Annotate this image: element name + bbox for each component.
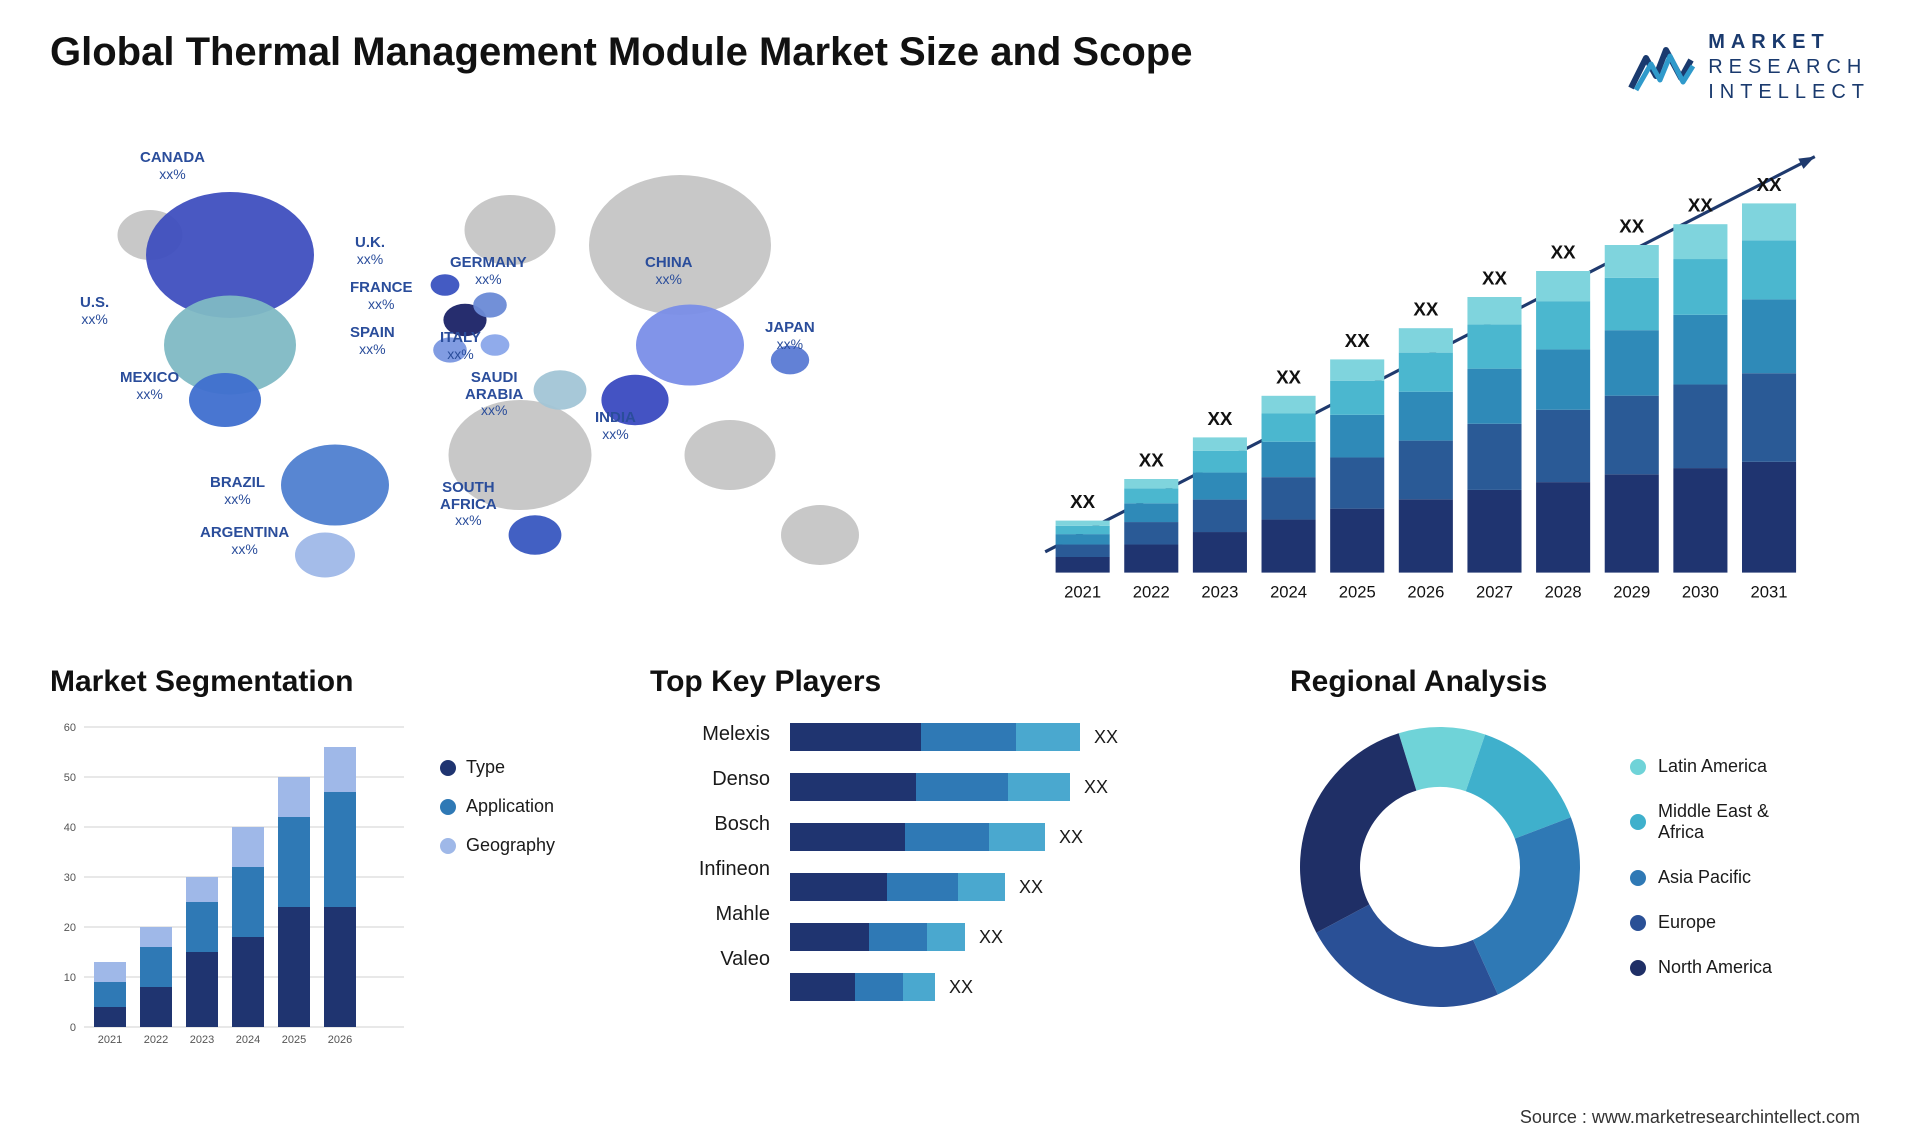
svg-text:2026: 2026 (1407, 583, 1444, 602)
svg-text:2031: 2031 (1751, 583, 1788, 602)
map-label: SOUTHAFRICAxx% (440, 480, 497, 530)
svg-text:2030: 2030 (1682, 583, 1719, 602)
svg-text:XX: XX (1619, 216, 1644, 237)
svg-text:XX: XX (1551, 242, 1576, 263)
map-label: GERMANYxx% (450, 255, 527, 288)
svg-text:XX: XX (1276, 366, 1301, 387)
svg-text:2028: 2028 (1545, 583, 1582, 602)
svg-text:2022: 2022 (144, 1034, 168, 1046)
svg-text:2021: 2021 (1064, 583, 1101, 602)
map-label: SAUDIARABIAxx% (465, 370, 523, 420)
logo-mark-icon (1626, 38, 1696, 98)
player-label: Denso (712, 768, 770, 791)
regional-panel: Regional Analysis Latin America Middle Ea… (1290, 665, 1870, 1085)
svg-text:2023: 2023 (1201, 583, 1238, 602)
legend-item: North America (1630, 957, 1818, 978)
svg-text:60: 60 (64, 722, 76, 734)
map-label: INDIAxx% (595, 410, 636, 443)
legend-item: Middle East & Africa (1630, 801, 1818, 843)
player-bar-row: XX (790, 923, 1250, 951)
svg-text:XX: XX (1070, 491, 1095, 512)
segmentation-panel: Market Segmentation 0 10 20 30 40 50 60 2021 202… (50, 665, 610, 1085)
svg-text:30: 30 (64, 872, 76, 884)
legend-item: Application (440, 796, 555, 817)
map-label: CHINAxx% (645, 255, 693, 288)
legend-item: Europe (1630, 912, 1818, 933)
svg-text:2022: 2022 (1133, 583, 1170, 602)
legend-item: Type (440, 757, 555, 778)
svg-text:XX: XX (1757, 174, 1782, 195)
legend-item: Asia Pacific (1630, 867, 1818, 888)
svg-text:2024: 2024 (236, 1034, 260, 1046)
player-label: Bosch (714, 813, 770, 836)
legend-item: Latin America (1630, 756, 1818, 777)
svg-text:10: 10 (64, 972, 76, 984)
regional-legend: Latin America Middle East & Africa Asia Pa… (1630, 756, 1818, 978)
player-bar-row: XX (790, 823, 1250, 851)
player-label: Valeo (720, 948, 770, 971)
players-panel: Top Key Players Melexis Denso Bosch Infineo… (650, 665, 1250, 1085)
map-label: MEXICOxx% (120, 370, 179, 403)
map-label: U.K.xx% (355, 235, 385, 268)
map-label: ITALYxx% (440, 330, 481, 363)
segmentation-title: Market Segmentation (50, 665, 610, 699)
svg-text:2027: 2027 (1476, 583, 1513, 602)
player-label: Melexis (702, 723, 770, 746)
map-label: BRAZILxx% (210, 475, 265, 508)
map-label: ARGENTINAxx% (200, 525, 289, 558)
svg-text:XX: XX (1688, 195, 1713, 216)
svg-text:2025: 2025 (282, 1034, 306, 1046)
page-title: Global Thermal Management Module Market … (50, 30, 1192, 75)
svg-text:40: 40 (64, 822, 76, 834)
map-label: U.S.xx% (80, 295, 109, 328)
legend-item: Geography (440, 835, 555, 856)
player-bar-row: XX (790, 773, 1250, 801)
logo-text: MARKET RESEARCH INTELLECT (1708, 30, 1870, 105)
regional-title: Regional Analysis (1290, 665, 1870, 699)
map-label: CANADAxx% (140, 150, 205, 183)
svg-text:2026: 2026 (328, 1034, 352, 1046)
svg-text:2023: 2023 (190, 1034, 214, 1046)
svg-text:2021: 2021 (98, 1034, 122, 1046)
world-map: CANADAxx% U.S.xx% MEXICOxx% BRAZILxx% ARGENT… (50, 115, 930, 635)
svg-text:XX: XX (1482, 268, 1507, 289)
regional-donut (1290, 717, 1590, 1017)
player-bar-row: XX (790, 873, 1250, 901)
player-label: Mahle (716, 903, 770, 926)
svg-text:XX: XX (1139, 450, 1164, 471)
svg-text:2024: 2024 (1270, 583, 1307, 602)
svg-text:XX: XX (1413, 299, 1438, 320)
svg-text:2029: 2029 (1613, 583, 1650, 602)
players-labels: Melexis Denso Bosch Infineon Mahle Valeo (650, 717, 770, 1001)
map-label: FRANCExx% (350, 280, 413, 313)
svg-text:XX: XX (1207, 408, 1232, 429)
map-label: JAPANxx% (765, 320, 815, 353)
map-label: SPAINxx% (350, 325, 395, 358)
segmentation-chart: 0 10 20 30 40 50 60 2021 2022 2023 2024 2025 2026 (50, 717, 410, 1057)
player-bar-row: XX (790, 723, 1250, 751)
brand-logo: MARKET RESEARCH INTELLECT (1626, 30, 1870, 105)
svg-text:20: 20 (64, 922, 76, 934)
players-title: Top Key Players (650, 665, 1250, 699)
player-label: Infineon (699, 858, 770, 881)
svg-text:XX: XX (1345, 330, 1370, 351)
player-bar-row: XX (790, 973, 1250, 1001)
svg-text:2025: 2025 (1339, 583, 1376, 602)
market-size-chart: XX 2021 XX 2022 XX 2023 XX 2024 XX 2025 XX 2026 XX 20… (990, 115, 1870, 635)
svg-text:50: 50 (64, 772, 76, 784)
big-chart-svg: XX 2021 XX 2022 XX 2023 XX 2024 XX 2025 XX 2026 XX 20… (990, 115, 1870, 635)
source-attribution: Source : www.marketresearchintellect.com (1520, 1107, 1860, 1128)
segmentation-legend: Type Application Geography (440, 757, 555, 856)
svg-text:0: 0 (70, 1022, 76, 1034)
players-bars: XX XX XX XX XX XX (790, 717, 1250, 1001)
